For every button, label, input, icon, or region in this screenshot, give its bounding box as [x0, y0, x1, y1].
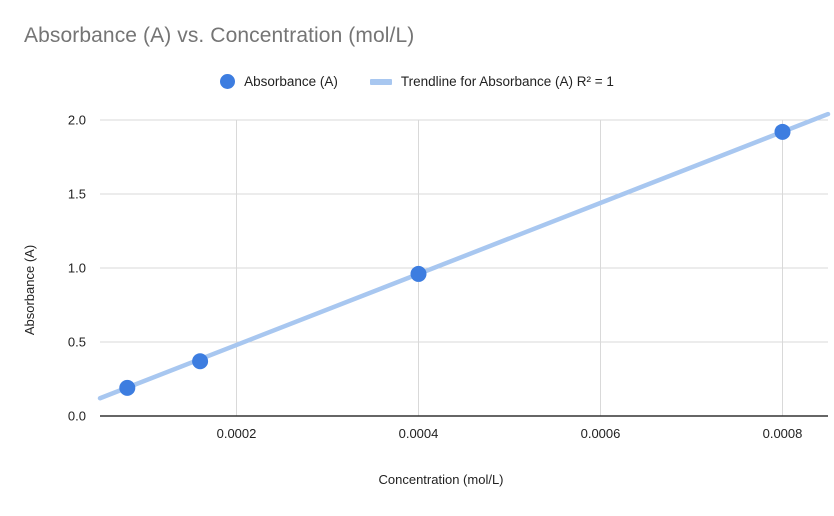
data-point: [410, 265, 427, 282]
x-axis-tick-labels: 0.0002 0.0004 0.0006 0.0008: [217, 426, 803, 441]
x-tick-label: 0.0006: [581, 426, 621, 441]
y-tick-label: 0.5: [68, 335, 86, 350]
y-axis-title: Absorbance (A): [22, 245, 37, 335]
y-tick-label: 1.0: [68, 261, 86, 276]
data-points-group: [119, 123, 791, 396]
legend-label-trendline: Trendline for Absorbance (A) R² = 1: [400, 74, 614, 89]
legend-circle-marker-icon: [220, 74, 236, 89]
trendline-path: [97, 111, 831, 401]
gridlines-group: [100, 119, 828, 416]
data-point: [774, 123, 791, 140]
legend-line-marker-icon: [369, 78, 392, 85]
x-tick-label: 0.0008: [763, 426, 803, 441]
x-axis-title: Concentration (mol/L): [379, 472, 504, 487]
y-axis-tick-labels: 0.0 0.5 1.0 1.5 2.0: [68, 113, 86, 424]
y-tick-label: 0.0: [68, 409, 86, 424]
legend-label-absorbance: Absorbance (A): [244, 74, 338, 89]
x-tick-label: 0.0004: [399, 426, 439, 441]
trendline: [97, 111, 831, 401]
y-tick-label: 2.0: [68, 113, 86, 128]
chart-title: Absorbance (A) vs. Concentration (mol/L): [24, 24, 415, 47]
data-point: [192, 353, 209, 370]
y-tick-label: 1.5: [68, 187, 86, 202]
data-point: [119, 379, 136, 396]
legend-item-absorbance[interactable]: Absorbance (A): [220, 74, 338, 89]
x-tick-label: 0.0002: [217, 426, 257, 441]
chart-legend: Absorbance (A) Trendline for Absorbance …: [0, 74, 834, 89]
legend-item-trendline[interactable]: Trendline for Absorbance (A) R² = 1: [369, 74, 614, 89]
